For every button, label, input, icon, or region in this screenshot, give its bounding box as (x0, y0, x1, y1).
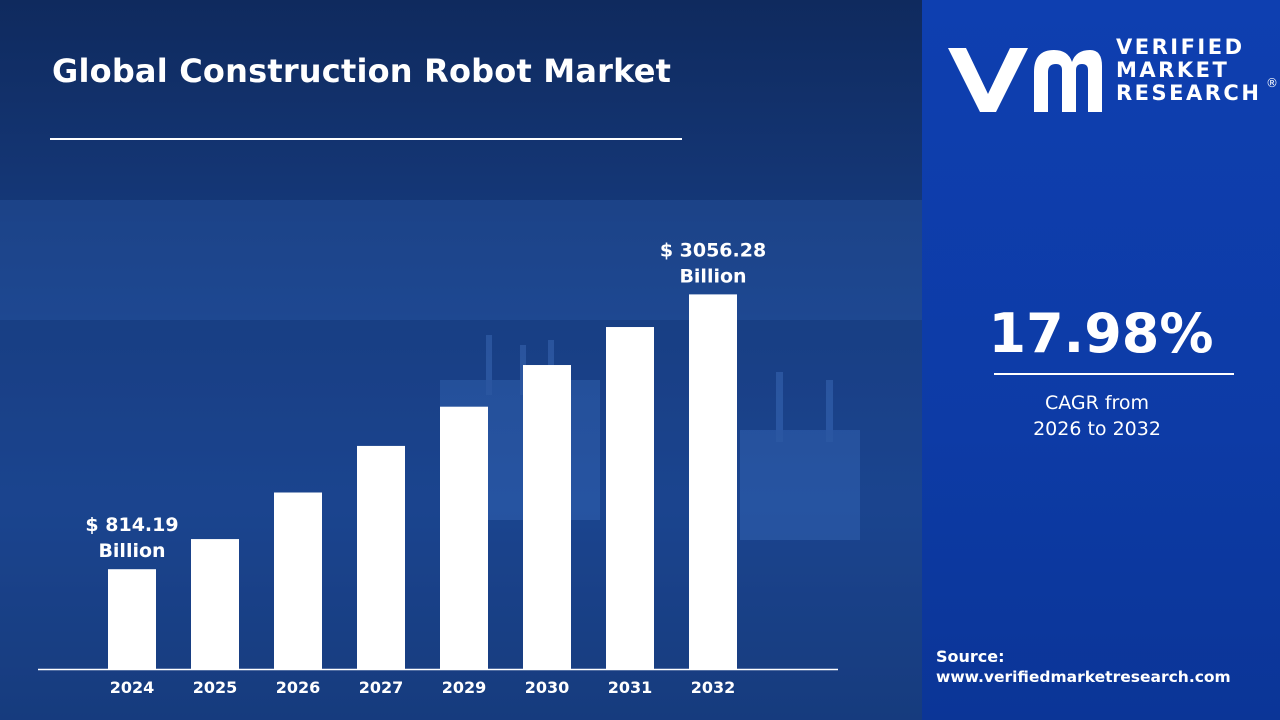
cagr-value: 17.98% (988, 302, 1214, 365)
bars-group (108, 294, 737, 669)
bar-2025 (191, 539, 239, 669)
bar-2027 (357, 445, 405, 669)
data-label-2032-line-2: Billion (679, 265, 746, 287)
x-tick-label-2025: 2025 (193, 678, 238, 697)
x-tick-label-2032: 2032 (691, 678, 736, 697)
bar-chart: 2024 2025 2026 2027 2029 2030 2031 2032 $ 814.1… (38, 239, 838, 697)
data-label-2024-line-2: Billion (98, 540, 165, 562)
summary-panel: VERIFIED MARKET RESEARCH ® 17.98% CAGR f… (922, 0, 1280, 720)
cagr-caption: CAGR from 2026 to 2032 (922, 390, 1272, 442)
bar-2032 (689, 294, 737, 669)
data-labels: $ 814.19 Billion $ 3056.28 Billion (85, 239, 766, 562)
registered-mark: ® (1266, 76, 1278, 90)
x-tick-label-2029: 2029 (442, 678, 487, 697)
x-tick-label-2027: 2027 (359, 678, 404, 697)
bar-2026 (274, 492, 322, 669)
x-tick-label-2024: 2024 (110, 678, 155, 697)
x-tick-label-2031: 2031 (608, 678, 653, 697)
x-tick-label-2030: 2030 (525, 678, 570, 697)
brand-wordmark: VERIFIED MARKET RESEARCH (1116, 36, 1261, 105)
source-url[interactable]: www.verifiedmarketresearch.com (936, 668, 1231, 686)
brand-line-1: VERIFIED (1116, 35, 1245, 59)
brand-line-2: MARKET (1116, 58, 1230, 82)
brand-logo: VERIFIED MARKET RESEARCH ® (944, 36, 1278, 116)
chart-panel: Global Construction Robot Market 2024 202… (0, 0, 922, 720)
brand-line-3: RESEARCH (1116, 81, 1262, 105)
x-tick-label-2026: 2026 (276, 678, 321, 697)
vmr-logo-icon (948, 48, 1102, 112)
source-label: Source: (936, 647, 1005, 666)
bar-2029 (440, 406, 488, 669)
cagr-divider (994, 373, 1234, 375)
cagr-caption-line-1: CAGR from (1044, 392, 1150, 414)
bar-2024 (108, 569, 156, 669)
title-divider (50, 138, 682, 140)
x-tick-labels: 2024 2025 2026 2027 2029 2030 2031 2032 (110, 678, 736, 697)
source-block: Source: www.verifiedmarketresearch.com (936, 646, 1231, 688)
bar-2030 (523, 365, 571, 669)
bar-2031 (606, 327, 654, 669)
chart-title: Global Construction Robot Market (52, 52, 672, 90)
data-label-2024-line-1: $ 814.19 (85, 514, 178, 536)
data-label-2032-line-1: $ 3056.28 (660, 239, 766, 261)
cagr-caption-line-2: 2026 to 2032 (1033, 418, 1161, 440)
